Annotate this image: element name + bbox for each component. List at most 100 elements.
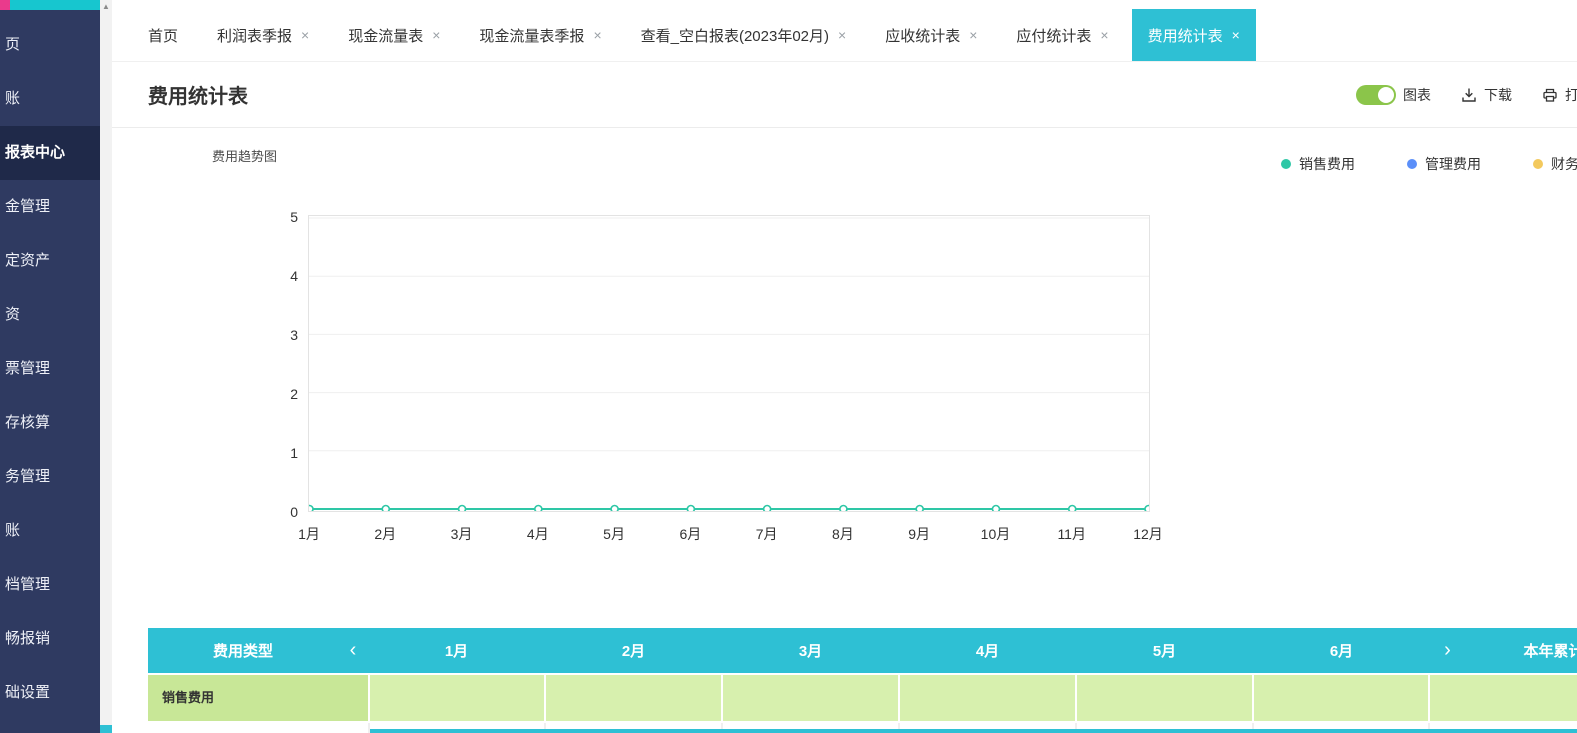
y-axis-tick-label: 4 xyxy=(290,268,298,284)
sidebar-item[interactable]: 档管理 xyxy=(5,576,51,593)
toggle-label: 图表 xyxy=(1403,87,1431,103)
legend-label: 管理费用 xyxy=(1425,156,1481,172)
data-cell xyxy=(1076,723,1254,733)
x-axis-tick-label: 3月 xyxy=(450,526,473,542)
data-cell xyxy=(723,723,901,733)
tab[interactable]: 应付统计表 × xyxy=(1000,9,1124,61)
download-button[interactable]: 下载 xyxy=(1461,85,1512,105)
data-cell xyxy=(369,675,547,721)
next-months-button[interactable]: › xyxy=(1444,639,1451,661)
row-label-cell: 销售费用 xyxy=(148,675,370,721)
table-header-cell-month: 3月 xyxy=(798,643,823,660)
tab[interactable]: 利润表季报 × xyxy=(201,9,325,61)
x-axis-tick-label: 11月 xyxy=(1057,526,1086,542)
sidebar-item[interactable]: 务管理 xyxy=(5,468,51,485)
close-icon[interactable]: × xyxy=(838,27,847,43)
tab[interactable]: 应收统计表 × xyxy=(869,9,993,61)
print-label: 打印 xyxy=(1565,87,1577,103)
legend-label: 销售费用 xyxy=(1299,156,1355,172)
data-cell xyxy=(546,675,724,721)
sidebar-item[interactable]: 账 xyxy=(5,522,21,539)
close-icon[interactable]: × xyxy=(301,27,310,43)
sidebar-scrollbar[interactable]: ▲ xyxy=(100,0,112,733)
data-cell xyxy=(369,723,547,733)
data-cell xyxy=(723,675,901,721)
legend-dot-icon xyxy=(1533,159,1543,169)
toggle-knob xyxy=(1378,87,1394,103)
data-cell xyxy=(1253,723,1431,733)
row-label-cell xyxy=(148,723,370,733)
chart-toggle[interactable] xyxy=(1356,85,1396,105)
table-header-row: 费用类型 ‹ 1月 2月 3月 4月 5月 6月 › 本年累计 xyxy=(148,628,1577,673)
tab[interactable]: 现金流量表季报 × xyxy=(463,9,617,61)
x-axis-tick-label: 8月 xyxy=(832,526,854,542)
sidebar-item[interactable]: 础设置 xyxy=(5,684,51,701)
tab[interactable]: 查看_空白报表(2023年02月) × xyxy=(625,9,863,61)
x-axis-tick-label: 9月 xyxy=(908,526,931,542)
print-button[interactable]: 打印 xyxy=(1542,85,1577,105)
chart-title: 费用趋势图 xyxy=(212,149,278,164)
close-icon[interactable]: × xyxy=(1100,27,1109,43)
y-axis-tick-label: 3 xyxy=(290,327,298,343)
sidebar-item[interactable]: 票管理 xyxy=(5,360,51,377)
chart-toggle-group: 图表 xyxy=(1356,85,1431,105)
header-controls: 图表 下载 打印 xyxy=(1356,62,1577,128)
sidebar-item[interactable]: 金管理 xyxy=(5,198,51,215)
chart-legend: 销售费用 管理费用 财务费用 xyxy=(1281,154,1577,174)
tab-label: 查看_空白报表(2023年02月) xyxy=(640,27,830,45)
close-icon[interactable]: × xyxy=(969,27,978,43)
table-header-cell-year-total: 本年累计 xyxy=(1523,643,1577,660)
y-axis-tick-label: 5 xyxy=(290,209,298,225)
chart-plot xyxy=(305,215,1153,514)
sidebar-item[interactable]: 存核算 xyxy=(5,414,51,431)
prev-months-button[interactable]: ‹ xyxy=(349,639,357,661)
tab-label: 现金流量表 xyxy=(348,27,424,45)
sidebar-menu: 页账报表中心 金管理 定资产资票管理 存核算 务管理账档管理 畅报销 础设置 xyxy=(0,10,100,720)
brand-accent-magenta xyxy=(0,0,10,10)
data-cell xyxy=(546,723,724,733)
close-icon[interactable]: × xyxy=(432,27,441,43)
tab-label: 费用统计表 xyxy=(1147,27,1223,45)
x-axis-tick-label: 6月 xyxy=(679,526,702,542)
legend-item[interactable]: 管理费用 xyxy=(1407,154,1481,174)
tab[interactable]: 费用统计表 × xyxy=(1131,9,1256,61)
tab-label: 应付统计表 xyxy=(1016,27,1092,45)
tab[interactable]: 现金流量表 × xyxy=(332,9,456,61)
sidebar-item[interactable]: 畅报销 xyxy=(5,630,51,647)
chart-area: 费用趋势图 销售费用 管理费用 财务费用 0 1 2 3 4 5 1月 2月 3月 4月 5月 6月 7月… xyxy=(112,128,1577,628)
tab-label: 现金流量表季报 xyxy=(479,27,585,45)
table-header-cell-month: 2月 xyxy=(621,643,646,660)
page-header: 费用统计表 图表 下载 打 xyxy=(112,62,1577,128)
scrollbar-bottom-cap xyxy=(100,725,112,733)
x-axis-tick-label: 12月 xyxy=(1133,526,1163,542)
sidebar-item[interactable]: 定资产 xyxy=(5,252,51,269)
data-cell xyxy=(1076,675,1254,721)
table-row[interactable]: 销售费用 xyxy=(148,675,1577,721)
sidebar-item[interactable]: 报表中心 xyxy=(0,126,100,180)
close-icon[interactable]: × xyxy=(593,27,602,43)
sidebar-item[interactable]: 账 xyxy=(5,90,21,107)
sidebar-item[interactable]: 页 xyxy=(5,36,21,53)
legend-dot-icon xyxy=(1407,159,1417,169)
scroll-up-icon[interactable]: ▲ xyxy=(102,2,110,11)
close-icon[interactable]: × xyxy=(1231,27,1240,43)
sidebar-top-strip xyxy=(0,0,100,10)
data-cell xyxy=(1253,675,1431,721)
sidebar-item[interactable]: 资 xyxy=(5,306,21,323)
x-axis-tick-label: 5月 xyxy=(603,526,625,542)
legend-item[interactable]: 财务费用 xyxy=(1533,154,1577,174)
data-cell xyxy=(900,675,1077,721)
table-header-cell-month: 1月 xyxy=(444,643,469,660)
tab[interactable]: 首页 xyxy=(132,9,194,61)
legend-dot-icon xyxy=(1281,159,1291,169)
table-row-partial[interactable] xyxy=(148,723,1577,733)
sidebar: 页账报表中心 金管理 定资产资票管理 存核算 务管理账档管理 畅报销 础设置 xyxy=(0,0,100,733)
x-axis-tick-label: 7月 xyxy=(755,526,778,542)
y-axis-tick-label: 2 xyxy=(290,386,298,402)
line-chart xyxy=(305,217,1153,514)
table-body: 销售费用 xyxy=(148,675,1577,733)
expense-table: 费用类型 ‹ 1月 2月 3月 4月 5月 6月 › 本年累计 销售费用 xyxy=(148,628,1577,733)
legend-item[interactable]: 销售费用 xyxy=(1281,154,1355,174)
table-header-cell-type: 费用类型 xyxy=(212,643,273,660)
